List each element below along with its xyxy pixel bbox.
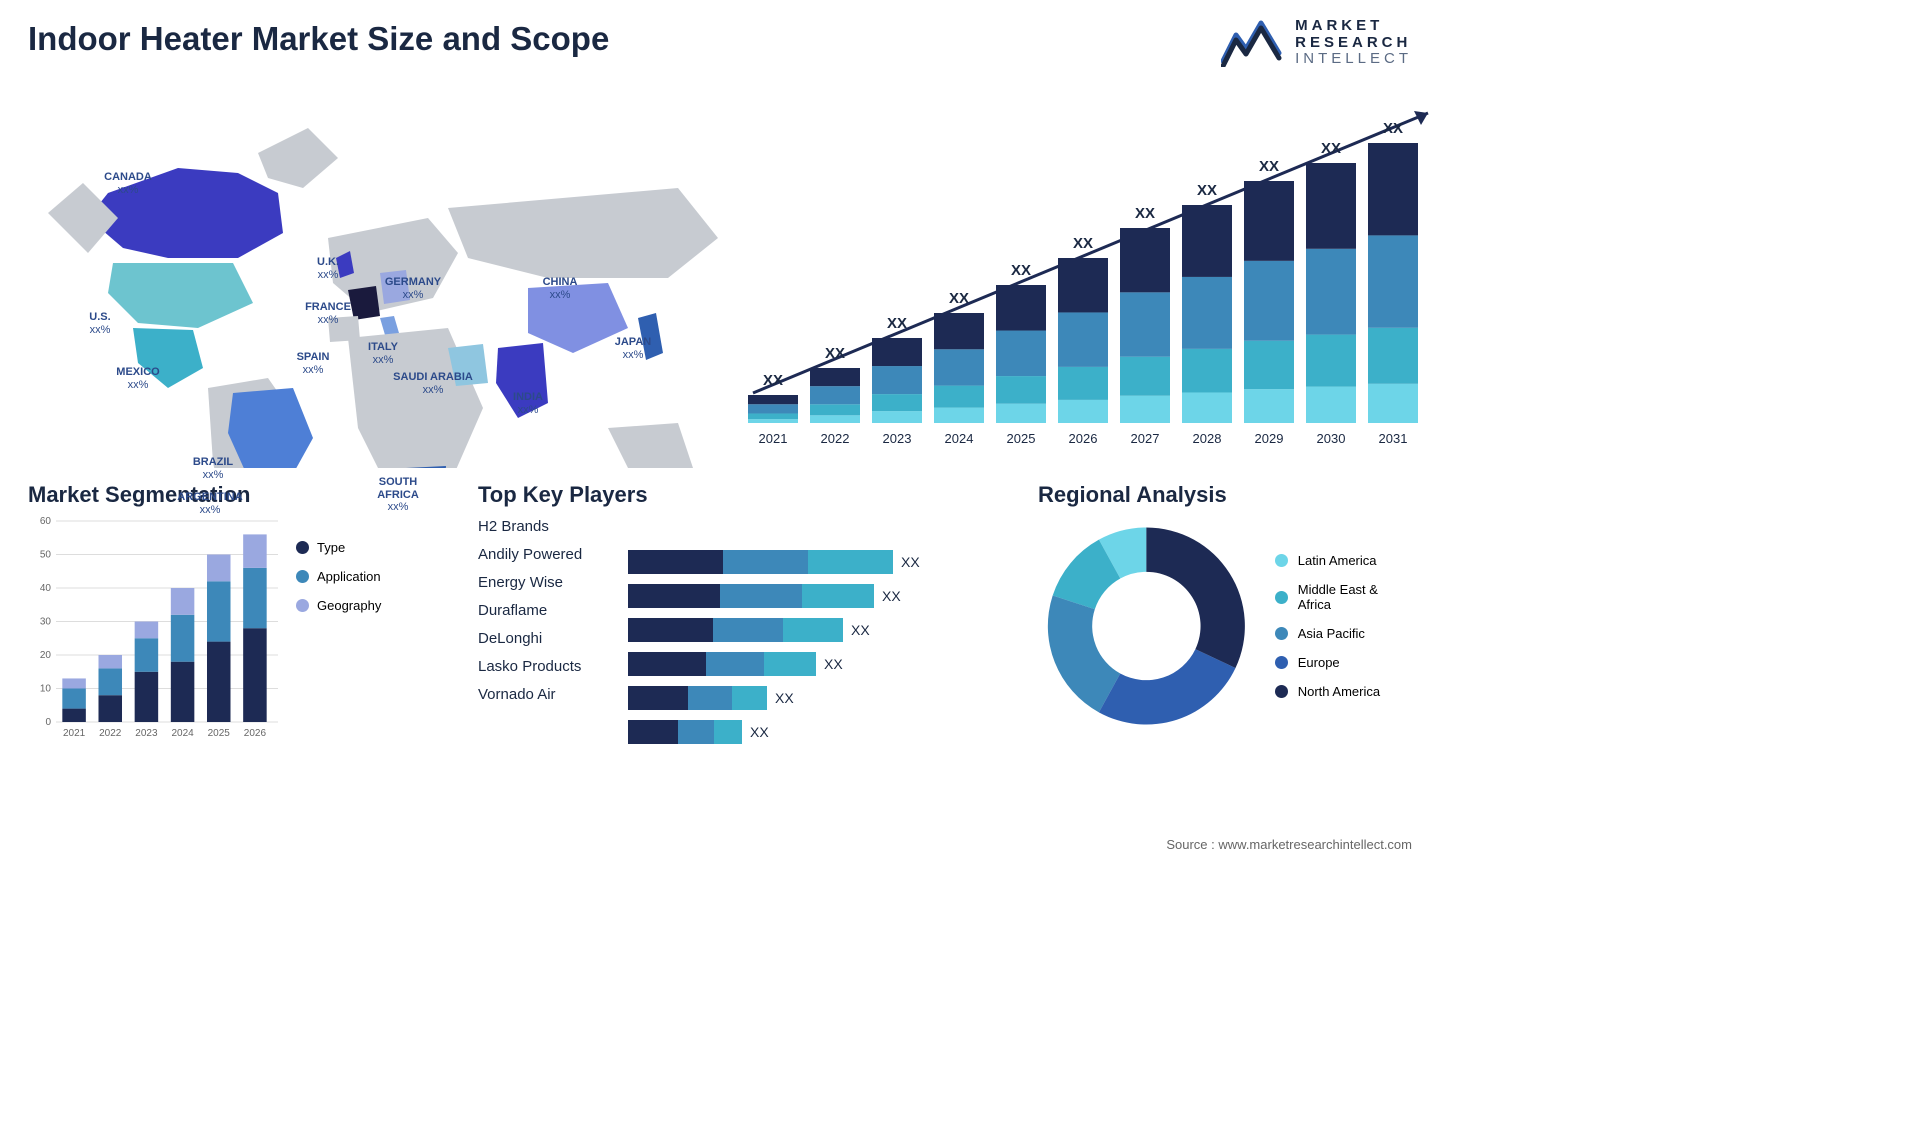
segmentation-legend-type: Type [296, 540, 381, 555]
svg-text:2030: 2030 [1317, 431, 1346, 446]
segmentation-chart: 0 10 20 30 40 50 60 2021 2022 2023 2024 2025 2026 [28, 516, 278, 746]
regional-title: Regional Analysis [1038, 482, 1412, 508]
svg-text:XX: XX [763, 372, 783, 389]
brand-line3: INTELLECT [1295, 51, 1412, 68]
brand-line1: MARKET [1295, 18, 1412, 35]
svg-text:XX: XX [949, 290, 969, 307]
player-bar-row: XX [628, 550, 1018, 574]
svg-text:XX: XX [1321, 140, 1341, 157]
map-label-spain: SPAINxx% [273, 351, 353, 376]
svg-text:30: 30 [40, 617, 52, 628]
svg-text:XX: XX [825, 345, 845, 362]
svg-text:XX: XX [1073, 235, 1093, 252]
segmentation-legend-application: Application [296, 569, 381, 584]
svg-text:2022: 2022 [821, 431, 850, 446]
regional-legend-item: Europe [1275, 655, 1412, 670]
player-bar-row: XX [628, 652, 1018, 676]
svg-text:10: 10 [40, 684, 52, 695]
map-label-brazil: BRAZILxx% [173, 456, 253, 481]
player-names-list: H2 Brands Andily Powered Energy Wise Durafl… [478, 516, 618, 754]
svg-text:2024: 2024 [945, 431, 974, 446]
svg-text:2026: 2026 [1069, 431, 1098, 446]
svg-text:2029: 2029 [1255, 431, 1284, 446]
market-size-bar-chart: XX 2021 XX 2022 XX 2023 XX 2024 XX 2025 XX 2026 XX 20… [748, 93, 1438, 463]
svg-text:40: 40 [40, 583, 52, 594]
key-players-panel: Top Key Players H2 Brands Andily Powered E… [478, 482, 1018, 754]
regional-legend-item: Asia Pacific [1275, 626, 1412, 641]
brand-logo: MARKET RESEARCH INTELLECT [1221, 18, 1412, 68]
map-label-france: FRANCExx% [288, 301, 368, 326]
player-name: Vornado Air [478, 686, 618, 703]
map-label-saudi-arabia: SAUDI ARABIAxx% [393, 371, 473, 396]
regional-legend-item: Latin America [1275, 553, 1412, 568]
svg-text:2023: 2023 [883, 431, 912, 446]
regional-legend-item: North America [1275, 684, 1412, 699]
player-bar-row: XX [628, 584, 1018, 608]
player-name: Duraflame [478, 602, 618, 619]
brand-mark-icon [1221, 19, 1283, 67]
player-bar-row: XX [628, 720, 1018, 744]
svg-text:0: 0 [45, 717, 51, 728]
svg-text:50: 50 [40, 550, 52, 561]
svg-text:XX: XX [1135, 205, 1155, 222]
map-label-india: INDIAxx% [488, 391, 568, 416]
map-label-argentina: ARGENTINAxx% [170, 491, 250, 516]
regional-donut-chart [1038, 516, 1255, 736]
segmentation-panel: Market Segmentation 01020304050602021202… [28, 482, 458, 754]
map-label-mexico: MEXICOxx% [98, 366, 178, 391]
player-bar-row: XX [628, 618, 1018, 642]
player-bar-row: XX [628, 686, 1018, 710]
svg-text:XX: XX [887, 315, 907, 332]
svg-text:2025: 2025 [208, 728, 231, 739]
svg-text:20: 20 [40, 650, 52, 661]
regional-legend: Latin America Middle East & Africa Asia Pa… [1275, 553, 1412, 699]
player-name: Andily Powered [478, 546, 618, 563]
svg-text:2025: 2025 [1007, 431, 1036, 446]
key-players-title: Top Key Players [478, 482, 1018, 508]
svg-text:2024: 2024 [171, 728, 194, 739]
svg-text:2026: 2026 [244, 728, 267, 739]
svg-text:2023: 2023 [135, 728, 158, 739]
svg-text:2021: 2021 [759, 431, 788, 446]
regional-legend-item: Middle East & Africa [1275, 582, 1412, 612]
player-name: H2 Brands [478, 518, 618, 535]
segmentation-legend: Type Application Geography [296, 516, 381, 746]
map-label-germany: GERMANYxx% [373, 276, 453, 301]
svg-text:2028: 2028 [1193, 431, 1222, 446]
svg-text:2022: 2022 [99, 728, 122, 739]
world-map: CANADAxx%U.S.xx%MEXICOxx%BRAZILxx%ARGENT… [28, 68, 728, 468]
svg-text:XX: XX [1197, 182, 1217, 199]
map-label-south-africa: SOUTH AFRICAxx% [358, 476, 438, 514]
svg-text:2031: 2031 [1379, 431, 1408, 446]
player-bars-chart: XX XX XX XX XX XX [628, 516, 1018, 754]
svg-text:XX: XX [1011, 262, 1031, 279]
map-label-u-k-: U.K.xx% [288, 256, 368, 281]
segmentation-legend-geography: Geography [296, 598, 381, 613]
player-name: Lasko Products [478, 658, 618, 675]
player-bar-row [628, 516, 1018, 540]
svg-text:XX: XX [1259, 158, 1279, 175]
svg-text:60: 60 [40, 516, 52, 527]
brand-line2: RESEARCH [1295, 35, 1412, 52]
map-label-china: CHINAxx% [520, 276, 600, 301]
map-label-italy: ITALYxx% [343, 341, 423, 366]
main-title: Indoor Heater Market Size and Scope [28, 20, 1412, 58]
svg-text:XX: XX [1383, 120, 1403, 137]
map-label-canada: CANADAxx% [88, 171, 168, 196]
regional-panel: Regional Analysis Latin America Middle Ea… [1038, 482, 1412, 754]
svg-text:2027: 2027 [1131, 431, 1160, 446]
player-name: Energy Wise [478, 574, 618, 591]
map-label-u-s-: U.S.xx% [60, 311, 140, 336]
svg-text:2021: 2021 [63, 728, 86, 739]
map-label-japan: JAPANxx% [593, 336, 673, 361]
player-name: DeLonghi [478, 630, 618, 647]
source-attribution: Source : www.marketresearchintellect.com [1166, 837, 1412, 852]
